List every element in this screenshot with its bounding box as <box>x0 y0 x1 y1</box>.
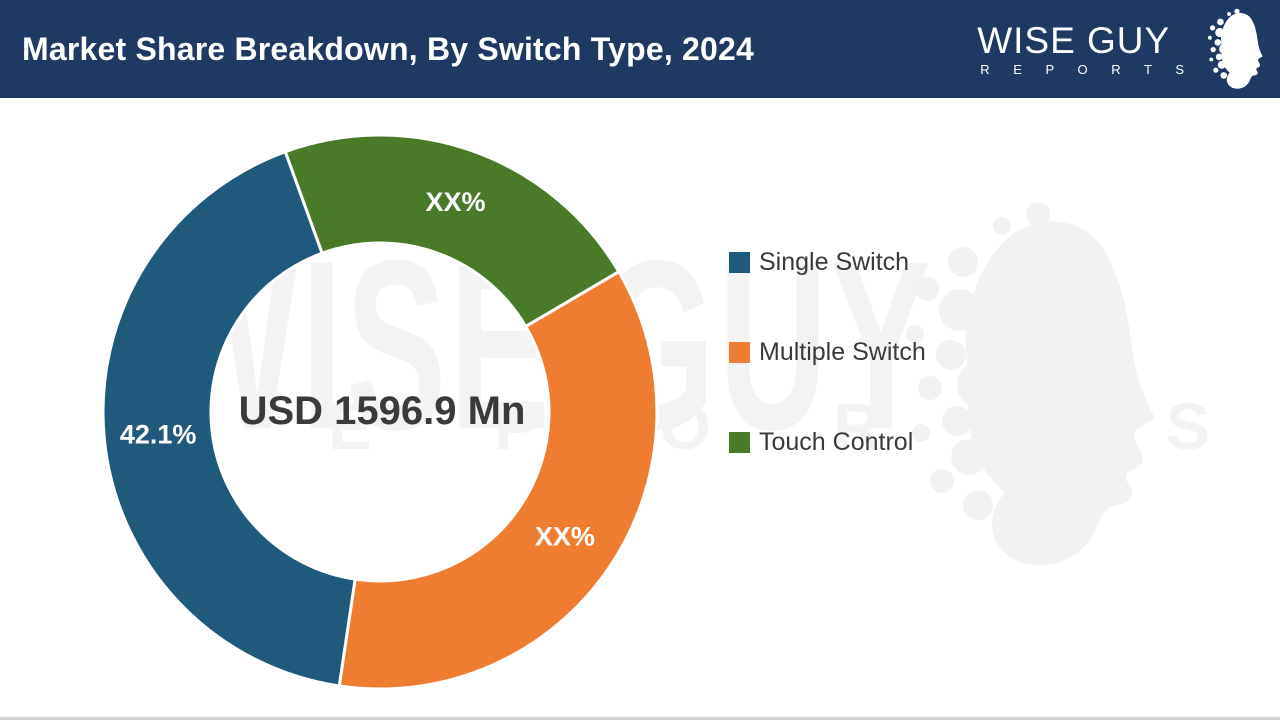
segment-label: XX% <box>425 187 485 217</box>
logo-face-icon <box>1200 6 1266 92</box>
legend-label: Touch Control <box>759 427 914 456</box>
footer-divider <box>0 717 1280 720</box>
chart-legend: Single Switch Multiple Switch Touch Cont… <box>729 247 926 520</box>
segment-label: 42.1% <box>120 420 197 450</box>
legend-item-single-switch: Single Switch <box>729 247 926 276</box>
legend-item-multiple-switch: Multiple Switch <box>729 337 926 366</box>
pie-segment-single-switch <box>101 150 357 688</box>
wise-guy-reports-logo: WISE GUY R E P O R T S <box>977 0 1266 98</box>
legend-swatch-touch-control <box>729 431 750 453</box>
legend-label: Single Switch <box>759 247 910 276</box>
logo-subtitle: R E P O R T S <box>980 62 1194 77</box>
segment-label: XX% <box>535 522 595 552</box>
logo-wordmark: WISE GUY <box>977 20 1171 61</box>
legend-swatch-multiple-switch <box>729 341 750 363</box>
legend-label: Multiple Switch <box>759 337 926 366</box>
header-bar: Market Share Breakdown, By Switch Type, … <box>0 0 1280 98</box>
pie-segment-multiple-switch <box>337 270 659 691</box>
legend-item-touch-control: Touch Control <box>729 427 926 456</box>
chart-center-value: USD 1596.9 Mn <box>239 389 526 433</box>
page-title: Market Share Breakdown, By Switch Type, … <box>22 30 755 67</box>
pie-segment-touch-control <box>283 133 621 328</box>
legend-swatch-single-switch <box>729 251 750 273</box>
